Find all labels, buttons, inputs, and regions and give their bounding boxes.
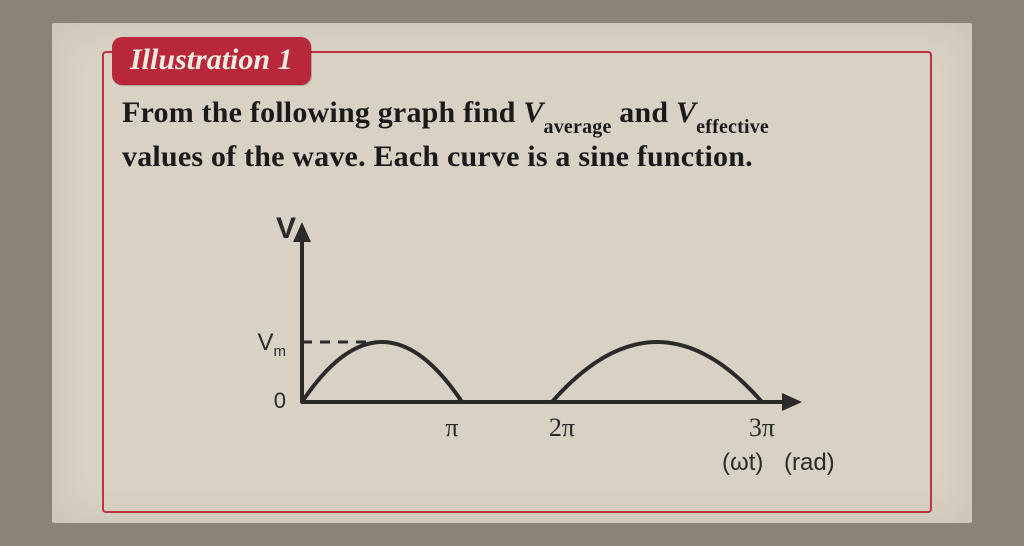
prompt-line-2: values of the wave. Each curve is a sine… <box>122 140 753 173</box>
graph-svg: Vm 0 Vπ 2π 3π (ωt) (rad) <box>202 202 842 482</box>
y-axis-label: V <box>276 212 296 245</box>
x-axis-unit-a: (ωt) <box>722 449 763 476</box>
x-tick-label-0: π <box>445 413 458 442</box>
x-tick-label-1: 2π <box>549 413 575 442</box>
x-tick-label-2: 3π <box>749 413 775 442</box>
subscript-average: average <box>544 116 612 138</box>
prompt-part-2: and <box>612 96 676 129</box>
problem-statement: From the following graph find Vaverage a… <box>122 93 922 178</box>
prompt-part-1: From the following graph find <box>122 96 523 129</box>
sine-hump-2 <box>552 342 762 402</box>
x-axis-unit-b: (rad) <box>784 449 835 476</box>
origin-label: 0 <box>274 388 286 413</box>
symbol-v-average: V <box>523 96 543 129</box>
illustration-label: Illustration 1 <box>112 37 311 85</box>
symbol-v-effective: V <box>676 96 696 129</box>
illustration-label-text: Illustration 1 <box>130 43 293 76</box>
subscript-effective: effective <box>696 116 769 138</box>
arrowhead-icon <box>782 393 802 411</box>
wave-graph: Vm 0 Vπ 2π 3π (ωt) (rad) <box>202 202 842 502</box>
textbook-page: Illustration 1 From the following graph … <box>52 23 972 523</box>
illustration-content: From the following graph find Vaverage a… <box>122 93 922 502</box>
vm-label: Vm <box>257 329 286 360</box>
sine-hump-1 <box>302 342 462 402</box>
